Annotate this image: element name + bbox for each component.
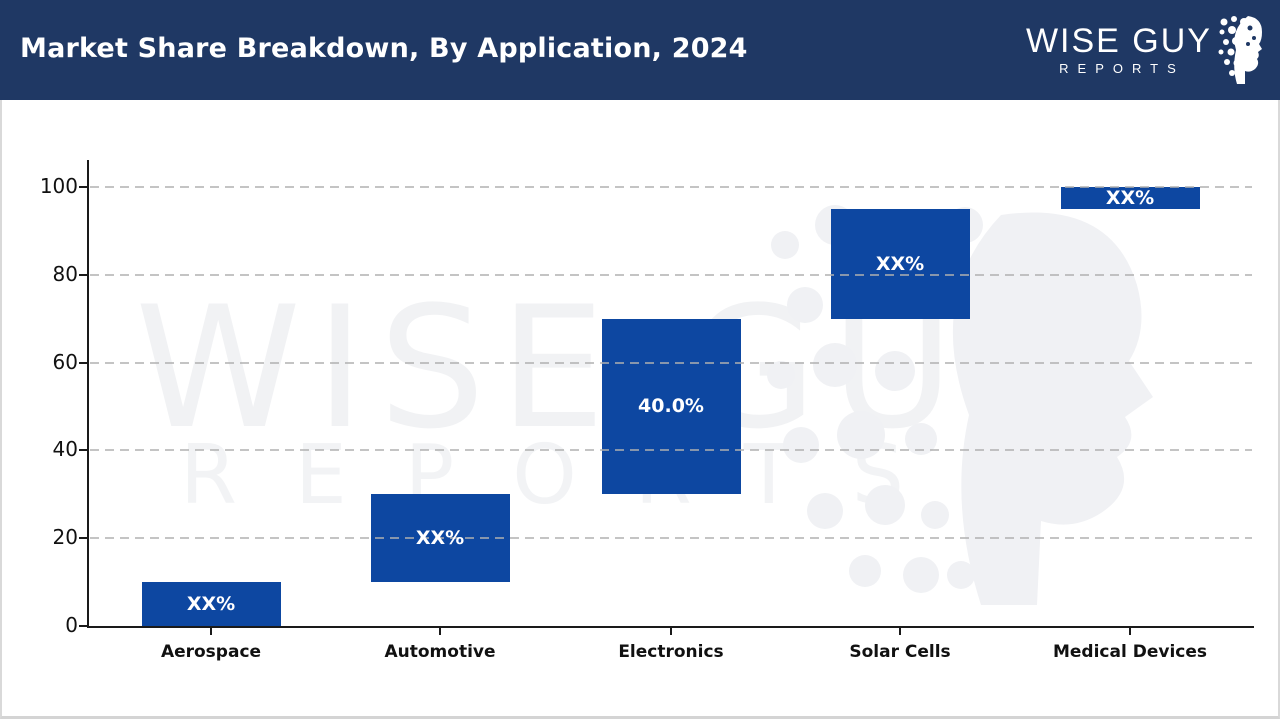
- gridline-20: [90, 537, 1252, 540]
- y-tick-mark: [79, 186, 87, 188]
- y-axis-tick-label: 0: [65, 613, 78, 637]
- bar-aerospace: [141, 582, 281, 626]
- bar-medical-devices: [1060, 187, 1200, 209]
- logo-brand-text: WISE GUY: [1025, 22, 1212, 60]
- gridline-80: [90, 273, 1252, 276]
- gridline-60: [90, 361, 1252, 364]
- x-axis-category-label: Medical Devices: [1052, 642, 1207, 662]
- y-tick-mark: [79, 537, 87, 540]
- x-tick-mark: [439, 628, 441, 635]
- wiseguy-logo: WISE GUY REPORTS: [1026, 8, 1266, 92]
- x-tick-mark: [210, 628, 212, 635]
- y-axis-tick-label: 60: [52, 349, 78, 374]
- bar-value-label: XX%: [186, 593, 236, 616]
- y-axis-line: [87, 160, 89, 628]
- y-tick-mark: [79, 273, 87, 276]
- x-axis-line: [87, 626, 1254, 628]
- y-axis-tick-label: 80: [52, 261, 78, 286]
- y-tick-mark: [79, 361, 87, 364]
- logo-face-icon: [1218, 16, 1262, 84]
- gridline-40: [90, 449, 1252, 452]
- y-axis-tick-label: 40: [52, 437, 78, 462]
- gridline-100: [90, 186, 1252, 188]
- x-tick-mark: [1129, 628, 1131, 635]
- y-axis-tick-label: 100: [39, 174, 78, 198]
- y-axis-tick-label: 20: [52, 525, 78, 550]
- y-tick-mark: [79, 625, 87, 627]
- page-title: Market Share Breakdown, By Application, …: [20, 33, 748, 64]
- bar-value-label: XX%: [1105, 186, 1155, 209]
- report-header: Market Share Breakdown, By Application, …: [0, 0, 1280, 100]
- bar-value-label: XX%: [415, 527, 465, 550]
- x-axis-category-label: Solar Cells: [849, 642, 951, 662]
- bar-value-label: 40.0%: [638, 395, 704, 418]
- logo-text: WISE GUY REPORTS: [1026, 24, 1212, 76]
- x-axis-category-label: Aerospace: [160, 642, 262, 662]
- bar-value-label: XX%: [875, 252, 925, 275]
- x-tick-mark: [899, 628, 901, 635]
- x-axis-category-label: Electronics: [618, 642, 724, 662]
- bar-electronics: [601, 318, 741, 495]
- x-axis-category-label: Automotive: [384, 642, 496, 662]
- logo-sub-text: REPORTS: [1059, 61, 1185, 76]
- x-tick-mark: [670, 628, 672, 635]
- y-tick-mark: [79, 449, 87, 452]
- bar-solar-cells: [830, 208, 970, 319]
